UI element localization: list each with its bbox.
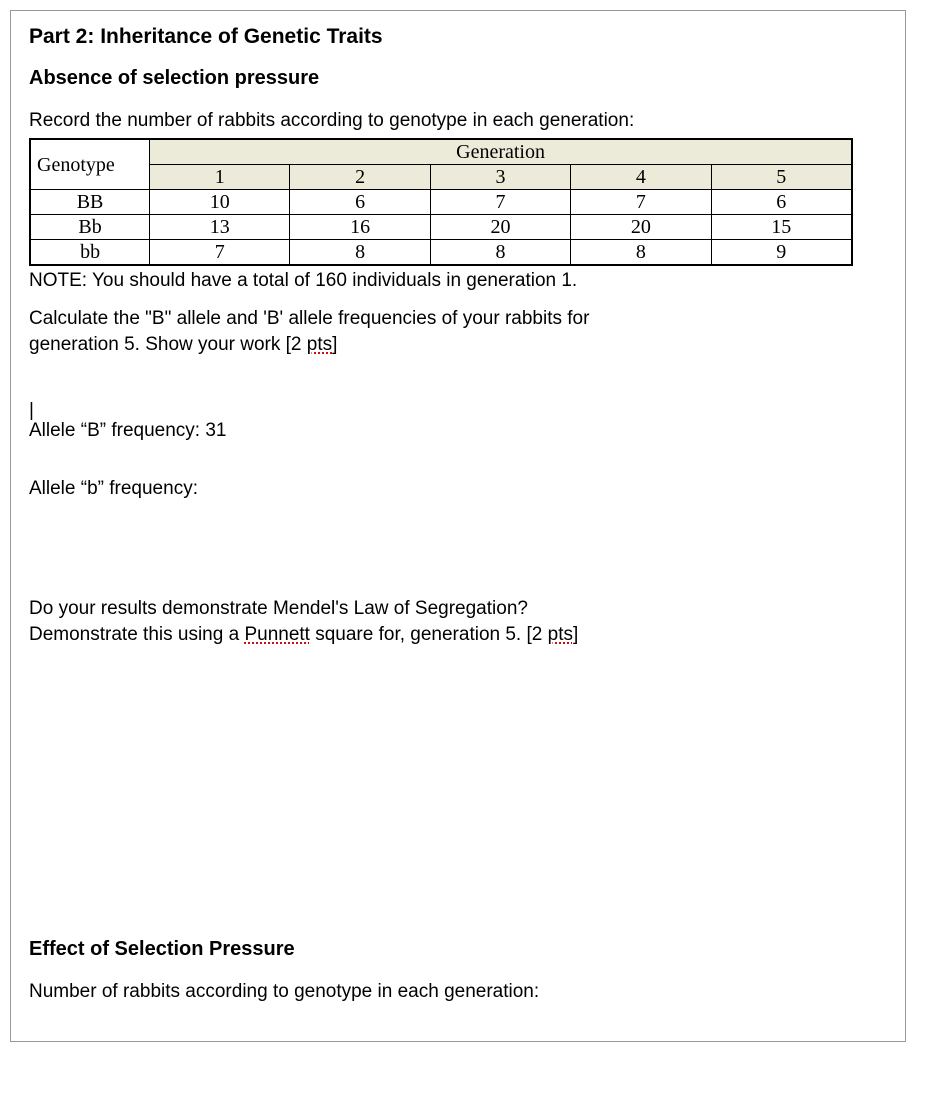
punnett-underlined: Punnett <box>244 624 310 645</box>
section-subtitle: Absence of selection pressure <box>29 67 887 90</box>
col-header: 4 <box>571 165 711 190</box>
pts-underlined: pts <box>307 334 332 355</box>
cell: 6 <box>711 190 852 215</box>
genotype-table: Genotype Generation 1 2 3 4 5 BB 10 6 7 … <box>29 138 853 266</box>
calculate-question: Calculate the "B" allele and 'B' allele … <box>29 306 887 357</box>
cell: 9 <box>711 240 852 266</box>
row-label: BB <box>30 190 150 215</box>
corner-cell: Genotype <box>30 139 150 190</box>
cell: 8 <box>290 240 430 266</box>
calc-line-2c: ] <box>332 334 337 355</box>
cell: 15 <box>711 215 852 240</box>
document-page: Part 2: Inheritance of Genetic Traits Ab… <box>10 10 906 1042</box>
cell: 7 <box>150 240 290 266</box>
allele-b-upper-value: 31 <box>205 420 226 441</box>
q2-line-2c: square for, generation 5. [2 <box>310 624 548 645</box>
intro-text: Record the number of rabbits according t… <box>29 110 887 132</box>
table-row: Bb 13 16 20 20 15 <box>30 215 852 240</box>
cell: 7 <box>430 190 570 215</box>
table-header-row-2: 1 2 3 4 5 <box>30 165 852 190</box>
cell: 10 <box>150 190 290 215</box>
row-label: bb <box>30 240 150 266</box>
cell: 6 <box>290 190 430 215</box>
q2-line-2e: ] <box>573 624 578 645</box>
calc-line-2a: generation 5. Show your work [2 <box>29 334 307 355</box>
col-header: 1 <box>150 165 290 190</box>
cell: 20 <box>571 215 711 240</box>
q2-line-1: Do your results demonstrate Mendel's Law… <box>29 598 528 619</box>
q2-line-2a: Demonstrate this using a <box>29 624 244 645</box>
cell: 20 <box>430 215 570 240</box>
table-row: BB 10 6 7 7 6 <box>30 190 852 215</box>
allele-b-upper-label: Allele “B” frequency: <box>29 420 205 441</box>
allele-b-lower-line: Allele “b” frequency: <box>29 478 887 500</box>
generation-header: Generation <box>150 139 852 165</box>
table-header-row-1: Genotype Generation <box>30 139 852 165</box>
cell: 8 <box>571 240 711 266</box>
note-text: NOTE: You should have a total of 160 ind… <box>29 270 887 292</box>
outro-text: Number of rabbits according to genotype … <box>29 981 887 1003</box>
row-label: Bb <box>30 215 150 240</box>
cell: 7 <box>571 190 711 215</box>
cell: 8 <box>430 240 570 266</box>
cell: 13 <box>150 215 290 240</box>
col-header: 2 <box>290 165 430 190</box>
col-header: 3 <box>430 165 570 190</box>
effect-subheading: Effect of Selection Pressure <box>29 938 887 961</box>
allele-b-upper-line: Allele “B” frequency: 31 <box>29 420 887 442</box>
calc-line-1: Calculate the "B" allele and 'B' allele … <box>29 308 589 329</box>
segregation-question: Do your results demonstrate Mendel's Law… <box>29 596 887 647</box>
cell: 16 <box>290 215 430 240</box>
col-header: 5 <box>711 165 852 190</box>
part-title: Part 2: Inheritance of Genetic Traits <box>29 25 887 49</box>
table-row: bb 7 8 8 8 9 <box>30 240 852 266</box>
text-cursor[interactable]: | <box>29 401 887 420</box>
pts2-underlined: pts <box>548 624 573 645</box>
